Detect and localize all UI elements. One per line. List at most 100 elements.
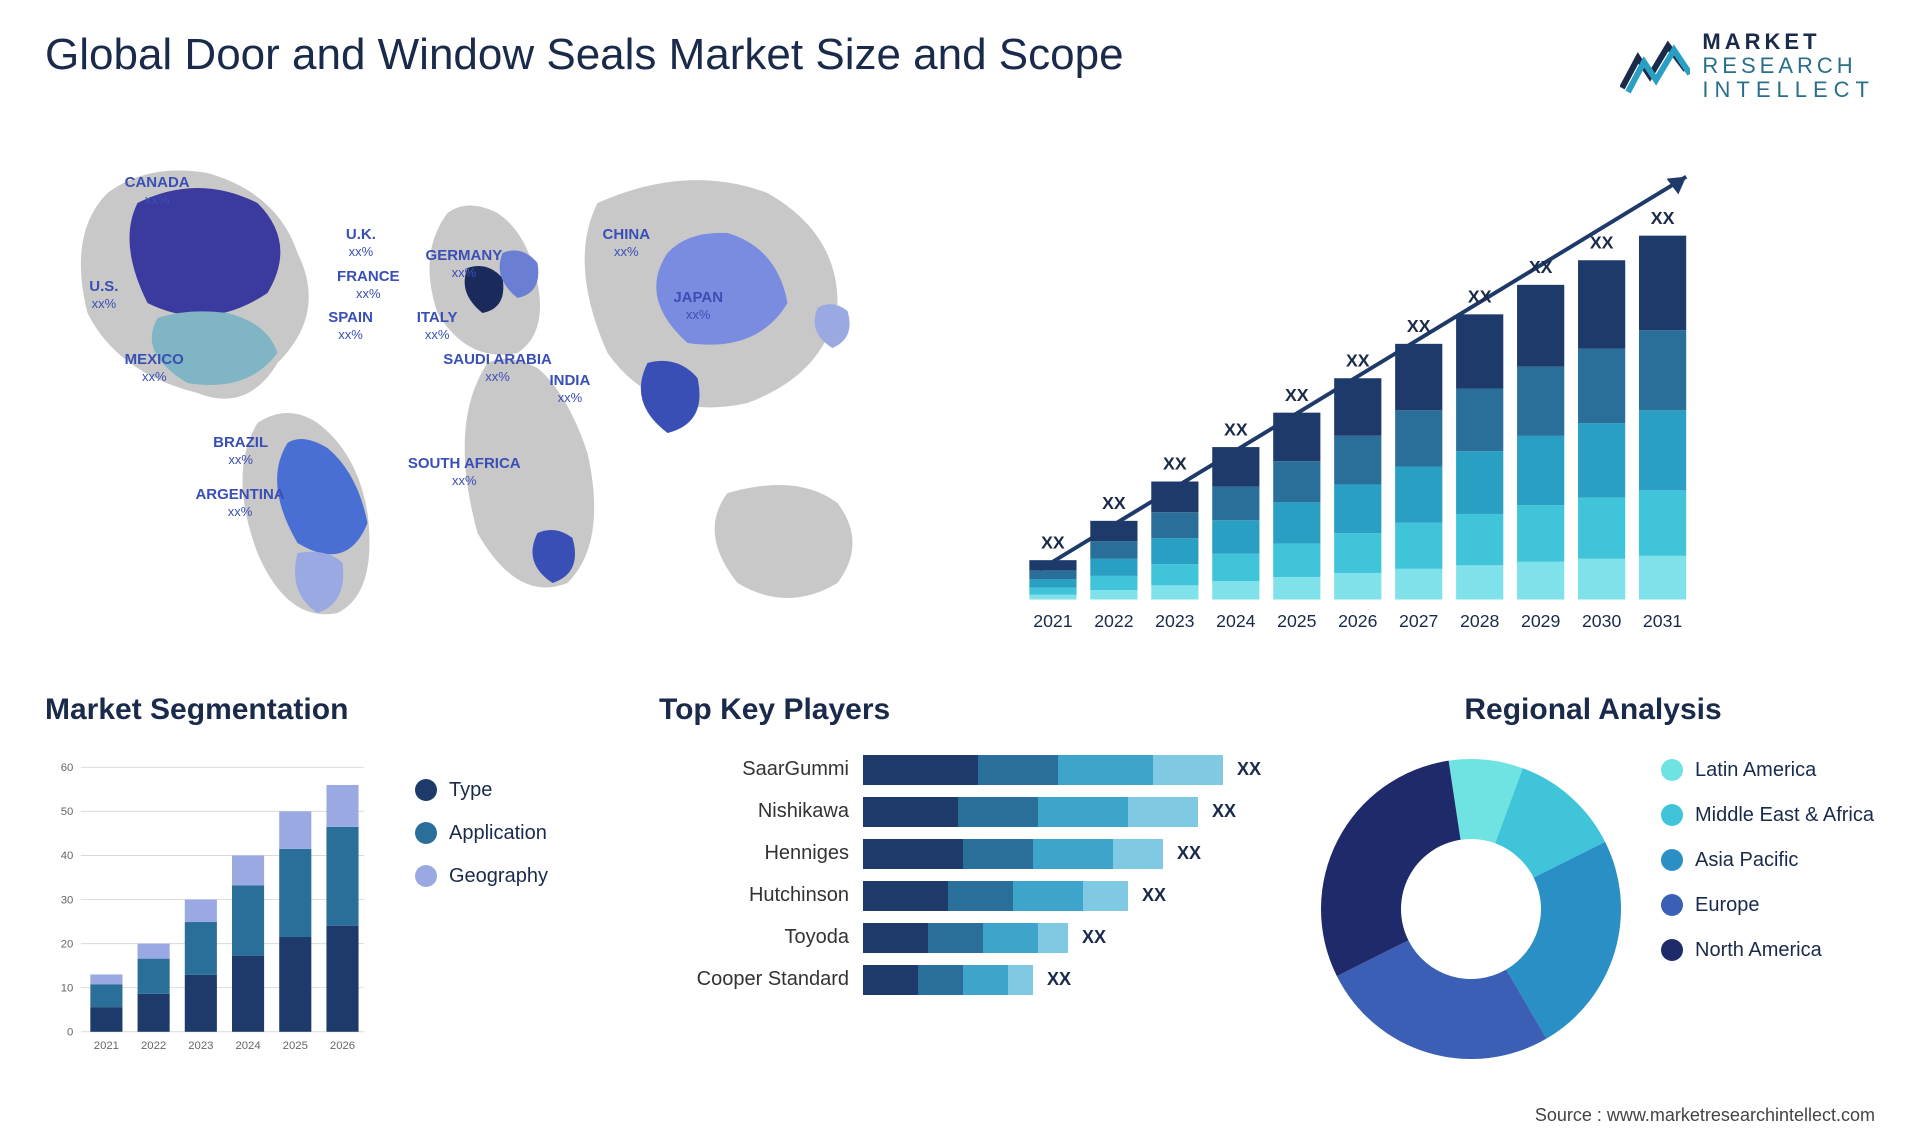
country-label-japan: JAPANxx% bbox=[673, 289, 723, 323]
regional-panel: Regional Analysis Latin America Middle Ea… bbox=[1311, 693, 1875, 1113]
country-label-italy: ITALYxx% bbox=[417, 309, 458, 343]
country-label-france: FRANCExx% bbox=[337, 268, 400, 302]
svg-text:XX: XX bbox=[1346, 350, 1370, 370]
country-label-spain: SPAINxx% bbox=[328, 309, 373, 343]
source-attribution: Source : www.marketresearchintellect.com bbox=[1535, 1105, 1875, 1126]
country-label-saudiarabia: SAUDI ARABIAxx% bbox=[443, 351, 552, 385]
svg-text:20: 20 bbox=[61, 938, 74, 950]
reg-legend-item: Latin America bbox=[1661, 759, 1874, 782]
country-label-brazil: BRAZILxx% bbox=[213, 434, 268, 468]
world-map-panel: CANADAxx%U.S.xx%MEXICOxx%BRAZILxx%ARGENT… bbox=[45, 133, 930, 653]
segmentation-chart: 0 10 20 30 40 50 60 2021 2022 2023 2024 2025 2026 bbox=[45, 749, 385, 1069]
kp-value: XX bbox=[1237, 759, 1261, 780]
kp-name: Toyoda bbox=[659, 926, 849, 949]
svg-text:2022: 2022 bbox=[141, 1039, 166, 1051]
kp-row: Henniges XX bbox=[659, 839, 1261, 869]
reg-legend-item: Asia Pacific bbox=[1661, 849, 1874, 872]
logo-line3: INTELLECT bbox=[1702, 78, 1875, 102]
logo-line1: MARKET bbox=[1702, 30, 1875, 54]
svg-text:10: 10 bbox=[61, 982, 74, 994]
kp-name: Henniges bbox=[659, 842, 849, 865]
svg-text:XX: XX bbox=[1529, 257, 1553, 277]
svg-text:2022: 2022 bbox=[1094, 611, 1133, 631]
seg-legend-item: Geography bbox=[415, 865, 548, 888]
svg-text:2023: 2023 bbox=[188, 1039, 213, 1051]
svg-text:2023: 2023 bbox=[1155, 611, 1195, 631]
kp-value: XX bbox=[1082, 927, 1106, 948]
svg-text:XX: XX bbox=[1468, 286, 1492, 306]
kp-bar bbox=[863, 881, 1128, 911]
kp-bar bbox=[863, 923, 1068, 953]
kp-name: SaarGummi bbox=[659, 758, 849, 781]
country-label-canada: CANADAxx% bbox=[125, 174, 190, 208]
svg-text:2027: 2027 bbox=[1399, 611, 1438, 631]
kp-row: Hutchinson XX bbox=[659, 881, 1261, 911]
svg-text:60: 60 bbox=[61, 762, 74, 774]
country-label-southafrica: SOUTH AFRICAxx% bbox=[408, 455, 521, 489]
kp-bar bbox=[863, 755, 1223, 785]
reg-legend-item: Middle East & Africa bbox=[1661, 804, 1874, 827]
svg-text:2026: 2026 bbox=[1338, 611, 1378, 631]
kp-row: Nishikawa XX bbox=[659, 797, 1261, 827]
regional-donut bbox=[1311, 749, 1631, 1069]
kp-value: XX bbox=[1142, 885, 1166, 906]
growth-chart-panel: XX 2021 XX 2022 XX 2023 XX 2024 XX 2025 XX 2026 XX 20… bbox=[990, 133, 1875, 653]
svg-text:2025: 2025 bbox=[283, 1039, 308, 1051]
country-label-india: INDIAxx% bbox=[549, 372, 590, 406]
svg-text:0: 0 bbox=[67, 1026, 73, 1038]
svg-text:2024: 2024 bbox=[235, 1039, 260, 1051]
kp-row: SaarGummi XX bbox=[659, 755, 1261, 785]
regional-title: Regional Analysis bbox=[1311, 693, 1875, 727]
country-label-us: U.S.xx% bbox=[89, 278, 118, 312]
svg-text:2029: 2029 bbox=[1521, 611, 1560, 631]
key-players-chart: SaarGummiXXNishikawaXXHennigesXXHutchins… bbox=[659, 749, 1261, 995]
svg-text:XX: XX bbox=[1407, 316, 1431, 336]
key-players-title: Top Key Players bbox=[659, 693, 1261, 727]
brand-logo: MARKET RESEARCH INTELLECT bbox=[1620, 30, 1875, 103]
segmentation-panel: Market Segmentation 0 10 20 30 40 50 60 2021 202… bbox=[45, 693, 609, 1113]
segmentation-title: Market Segmentation bbox=[45, 693, 609, 727]
kp-name: Hutchinson bbox=[659, 884, 849, 907]
svg-text:XX: XX bbox=[1590, 232, 1614, 252]
svg-text:2031: 2031 bbox=[1643, 611, 1682, 631]
country-label-mexico: MEXICOxx% bbox=[125, 351, 184, 385]
seg-legend-item: Application bbox=[415, 822, 548, 845]
growth-chart: XX 2021 XX 2022 XX 2023 XX 2024 XX 2025 XX 2026 XX 20… bbox=[990, 133, 1875, 653]
svg-text:2028: 2028 bbox=[1460, 611, 1500, 631]
svg-text:XX: XX bbox=[1163, 453, 1187, 473]
country-label-china: CHINAxx% bbox=[603, 226, 651, 260]
kp-value: XX bbox=[1047, 969, 1071, 990]
svg-text:30: 30 bbox=[61, 894, 74, 906]
svg-text:2021: 2021 bbox=[94, 1039, 119, 1051]
svg-text:2024: 2024 bbox=[1216, 611, 1256, 631]
country-label-uk: U.K.xx% bbox=[346, 226, 376, 260]
svg-text:50: 50 bbox=[61, 806, 74, 818]
svg-text:XX: XX bbox=[1285, 384, 1309, 404]
svg-text:2021: 2021 bbox=[1033, 611, 1072, 631]
world-map bbox=[45, 133, 930, 653]
svg-text:XX: XX bbox=[1224, 419, 1248, 439]
kp-bar bbox=[863, 839, 1163, 869]
kp-name: Cooper Standard bbox=[659, 968, 849, 991]
svg-text:2025: 2025 bbox=[1277, 611, 1317, 631]
reg-legend-item: Europe bbox=[1661, 894, 1874, 917]
kp-bar bbox=[863, 965, 1033, 995]
regional-legend: Latin America Middle East & Africa Asia Pa… bbox=[1661, 749, 1874, 962]
kp-name: Nishikawa bbox=[659, 800, 849, 823]
page-title: Global Door and Window Seals Market Size… bbox=[45, 30, 1124, 80]
country-label-germany: GERMANYxx% bbox=[426, 247, 503, 281]
logo-line2: RESEARCH bbox=[1702, 54, 1875, 78]
svg-text:XX: XX bbox=[1651, 207, 1675, 227]
seg-legend-item: Type bbox=[415, 779, 548, 802]
svg-text:2026: 2026 bbox=[330, 1039, 355, 1051]
segmentation-legend: Type Application Geography bbox=[415, 749, 548, 1113]
kp-row: Cooper Standard XX bbox=[659, 965, 1261, 995]
kp-value: XX bbox=[1212, 801, 1236, 822]
kp-bar bbox=[863, 797, 1198, 827]
kp-value: XX bbox=[1177, 843, 1201, 864]
logo-icon bbox=[1620, 38, 1690, 94]
svg-text:40: 40 bbox=[61, 850, 74, 862]
reg-legend-item: North America bbox=[1661, 939, 1874, 962]
svg-text:2030: 2030 bbox=[1582, 611, 1622, 631]
key-players-panel: Top Key Players SaarGummiXXNishikawaXXHe… bbox=[659, 693, 1261, 1113]
